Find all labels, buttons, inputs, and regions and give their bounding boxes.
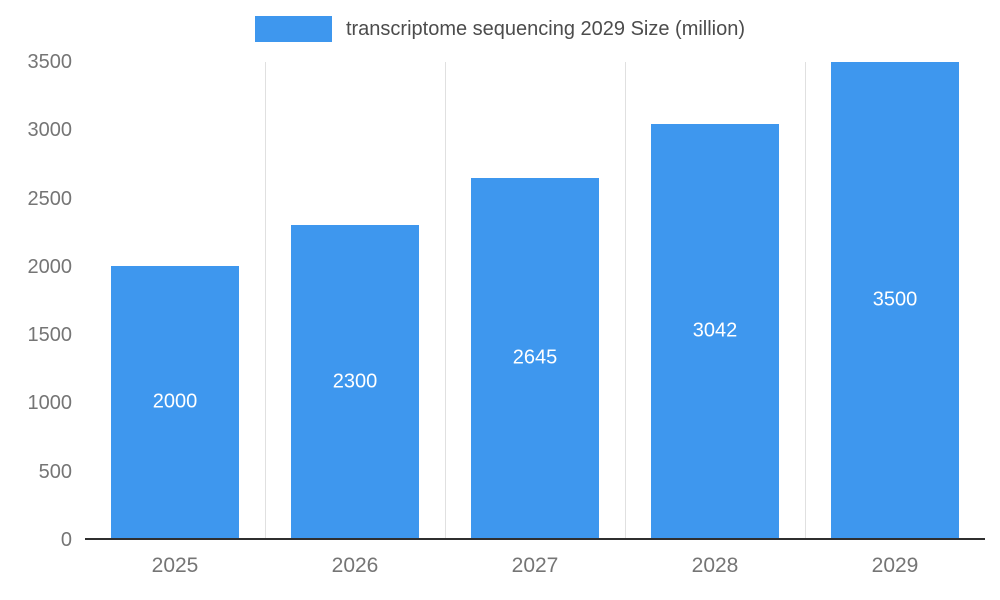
- bar-column-2026: 2300: [265, 62, 445, 538]
- y-axis-tick-label: 2500: [27, 187, 73, 210]
- legend-label: transcriptome sequencing 2029 Size (mill…: [345, 17, 746, 40]
- y-axis-tick-label: 3500: [27, 51, 73, 73]
- y-axis-tick-label: 500: [38, 460, 72, 483]
- bar-value-label: 2645: [512, 346, 558, 369]
- x-axis-label-2029: 2029: [871, 554, 919, 577]
- y-axis-tick-label: 2000: [27, 255, 73, 278]
- vertical-gridline: [805, 62, 806, 538]
- y-axis-tick-label: 0: [60, 529, 72, 551]
- bar-value-label: 3042: [692, 319, 738, 342]
- bar-column-2027: 2645: [445, 62, 625, 538]
- bar-value-label: 3500: [872, 288, 918, 311]
- bar-2025: 2000: [111, 266, 239, 538]
- bar-2027: 2645: [471, 178, 599, 538]
- bar-2029: 3500: [831, 62, 959, 538]
- x-axis-label-2028: 2028: [691, 554, 739, 577]
- x-axis-label-2025: 2025: [151, 554, 199, 577]
- vertical-gridline: [445, 62, 446, 538]
- x-axis: 2025 2026 2027 2028 2029: [85, 554, 985, 578]
- x-axis-label-2027: 2027: [511, 554, 559, 577]
- bar-column-2028: 3042: [625, 62, 805, 538]
- bar-value-label: 2300: [332, 370, 378, 393]
- plot-area: 2000 2300 2645 3042 3500: [85, 62, 985, 540]
- chart-legend: transcriptome sequencing 2029 Size (mill…: [0, 16, 1000, 42]
- bar-2026: 2300: [291, 225, 419, 538]
- bar-column-2029: 3500: [805, 62, 985, 538]
- y-axis-tick-label: 3000: [27, 119, 73, 142]
- y-axis: 0 500 1000 1500 2000 2500 3000 3500: [0, 52, 73, 550]
- x-axis-label-2026: 2026: [331, 554, 379, 577]
- y-axis-tick-label: 1500: [27, 324, 73, 347]
- bar-2028: 3042: [651, 124, 779, 538]
- legend-swatch: [254, 16, 332, 42]
- vertical-gridline: [265, 62, 266, 538]
- vertical-gridline: [625, 62, 626, 538]
- bar-column-2025: 2000: [85, 62, 265, 538]
- y-axis-tick-label: 1000: [27, 392, 73, 415]
- bar-value-label: 2000: [152, 390, 198, 413]
